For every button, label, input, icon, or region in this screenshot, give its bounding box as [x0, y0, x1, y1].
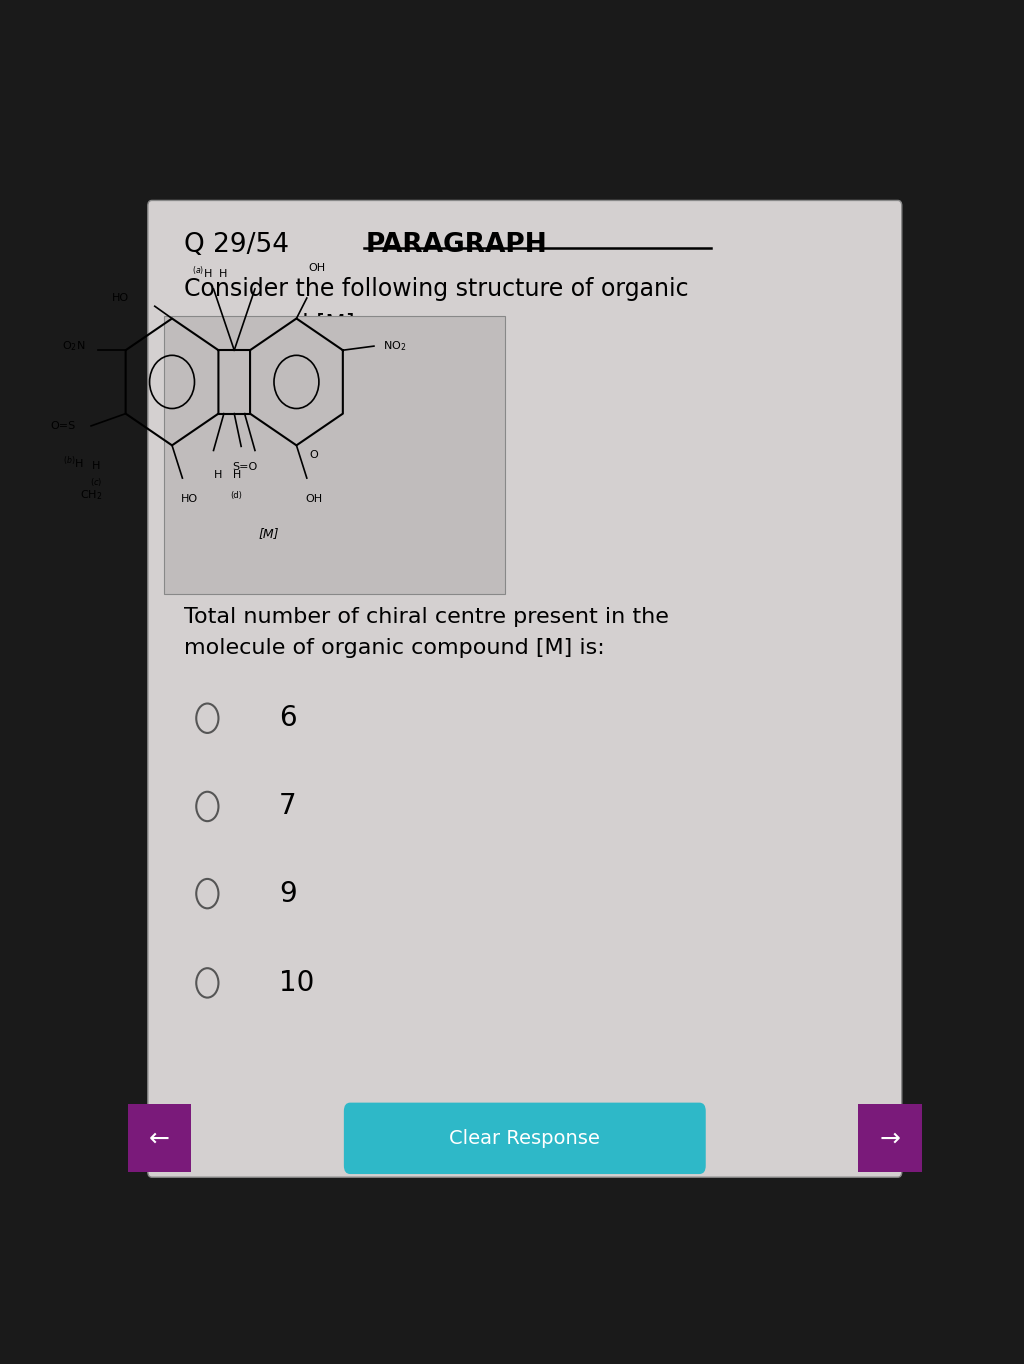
- Text: 6: 6: [279, 704, 296, 732]
- Text: NO$_2$: NO$_2$: [383, 340, 407, 353]
- Text: 9: 9: [279, 880, 297, 907]
- Text: $^{(a)}$H  H: $^{(a)}$H H: [193, 265, 228, 281]
- FancyBboxPatch shape: [344, 1102, 706, 1174]
- Text: PARAGRAPH: PARAGRAPH: [367, 232, 548, 258]
- Text: ←: ←: [150, 1127, 170, 1150]
- Text: $(c)$: $(c)$: [90, 476, 102, 488]
- Text: $^{(b)}$H: $^{(b)}$H: [63, 454, 84, 471]
- Text: H   H: H H: [214, 471, 241, 480]
- Text: HO: HO: [112, 293, 129, 303]
- Text: H: H: [92, 461, 100, 471]
- Text: (d): (d): [230, 491, 242, 501]
- Text: 7: 7: [279, 792, 296, 821]
- FancyBboxPatch shape: [128, 1103, 191, 1172]
- FancyBboxPatch shape: [858, 1103, 922, 1172]
- Text: OH: OH: [308, 263, 326, 273]
- Text: OH: OH: [305, 494, 323, 503]
- Text: Consider the following structure of organic
compound [M]: Consider the following structure of orga…: [183, 277, 688, 337]
- Text: →: →: [880, 1127, 900, 1150]
- Text: S=O: S=O: [232, 462, 257, 472]
- Text: Total number of chiral centre present in the
molecule of organic compound [M] is: Total number of chiral centre present in…: [183, 607, 669, 657]
- Text: HO: HO: [181, 494, 198, 503]
- FancyBboxPatch shape: [147, 201, 902, 1177]
- Text: CH$_2$: CH$_2$: [80, 488, 102, 502]
- Text: 10: 10: [279, 968, 314, 997]
- Text: O$_2$N: O$_2$N: [62, 340, 85, 353]
- Text: O: O: [309, 450, 318, 460]
- Text: Q 29/54: Q 29/54: [183, 232, 305, 258]
- Text: [M]: [M]: [258, 527, 280, 540]
- FancyBboxPatch shape: [164, 316, 505, 595]
- Text: Clear Response: Clear Response: [450, 1129, 600, 1148]
- Text: O=S: O=S: [51, 421, 76, 431]
